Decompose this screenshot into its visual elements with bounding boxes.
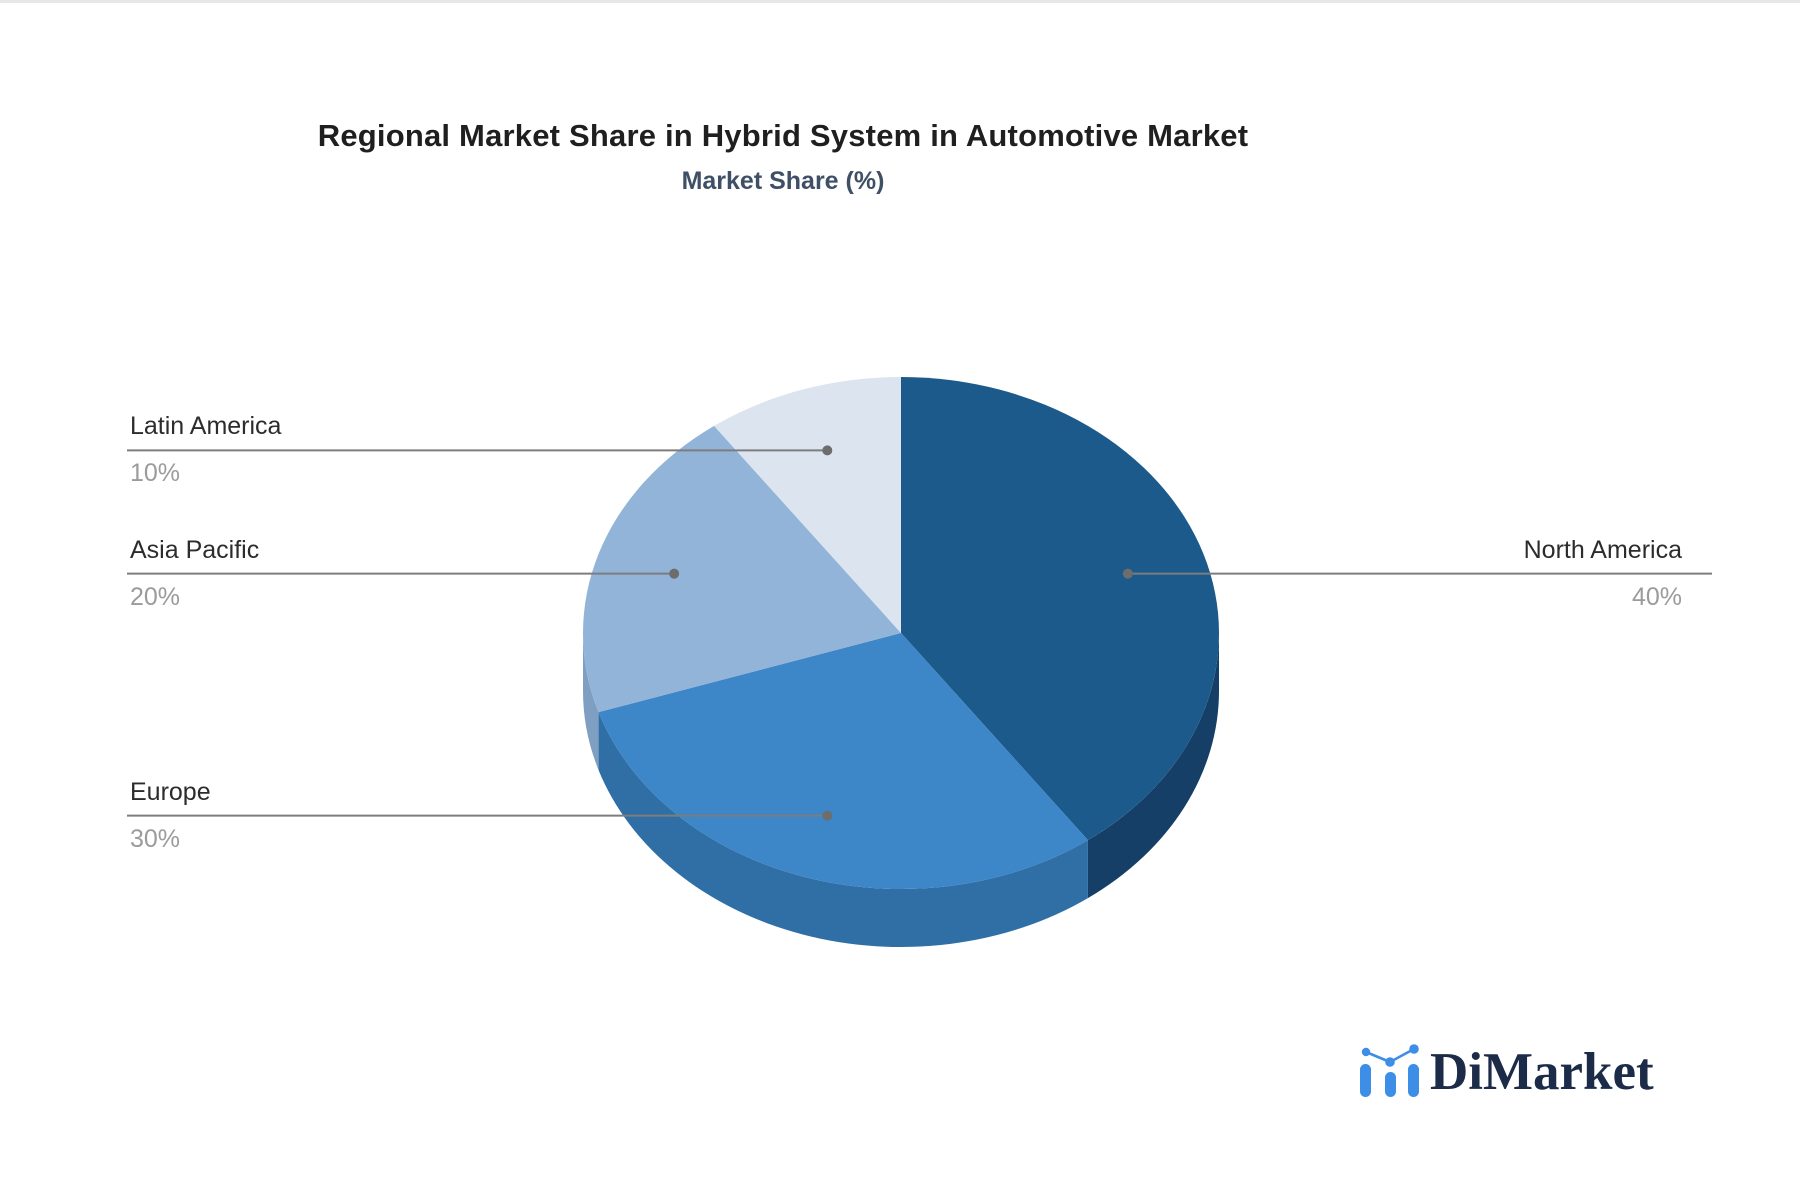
bar-line-chart-icon (1360, 1044, 1419, 1097)
slice-label-group-latin-america: Latin America 10% (130, 413, 281, 486)
pie-slice-side-europe (598, 712, 1088, 947)
leader-dot-latin-america (822, 445, 833, 456)
leader-dot-asia-pacific (669, 568, 680, 579)
pie-slice-side-north-america (1087, 633, 1219, 899)
brand-name: DiMarket (1430, 1043, 1654, 1101)
pie-slice-asia-pacific (582, 425, 901, 713)
slice-label-group-europe: Europe 30% (130, 779, 211, 852)
slice-name: Europe (130, 777, 211, 806)
chart-subtitle: Market Share (%) (681, 167, 885, 195)
page-title: Regional Market Share in Hybrid System i… (317, 118, 1249, 153)
pie-slice-north-america (901, 377, 1219, 841)
pie-slice-europe (598, 633, 1088, 889)
slice-label-group-asia-pacific: Asia Pacific 20% (130, 537, 259, 610)
slice-percent: 10% (130, 459, 181, 488)
slice-name: North America (1523, 535, 1682, 564)
slice-percent: 20% (130, 582, 181, 611)
leader-dot-europe (822, 810, 833, 821)
slice-label-group-north-america: North America 40% (1524, 537, 1682, 610)
slice-name: Latin America (130, 412, 282, 441)
slice-percent: 40% (1631, 582, 1682, 611)
leader-dot-north-america (1122, 568, 1133, 579)
slice-percent: 30% (130, 824, 181, 853)
slice-name: Asia Pacific (130, 535, 260, 564)
pie-slice-latin-america (714, 377, 901, 633)
window-top-edge (0, 0, 1800, 3)
pie-slice-side-asia-pacific (583, 633, 599, 771)
